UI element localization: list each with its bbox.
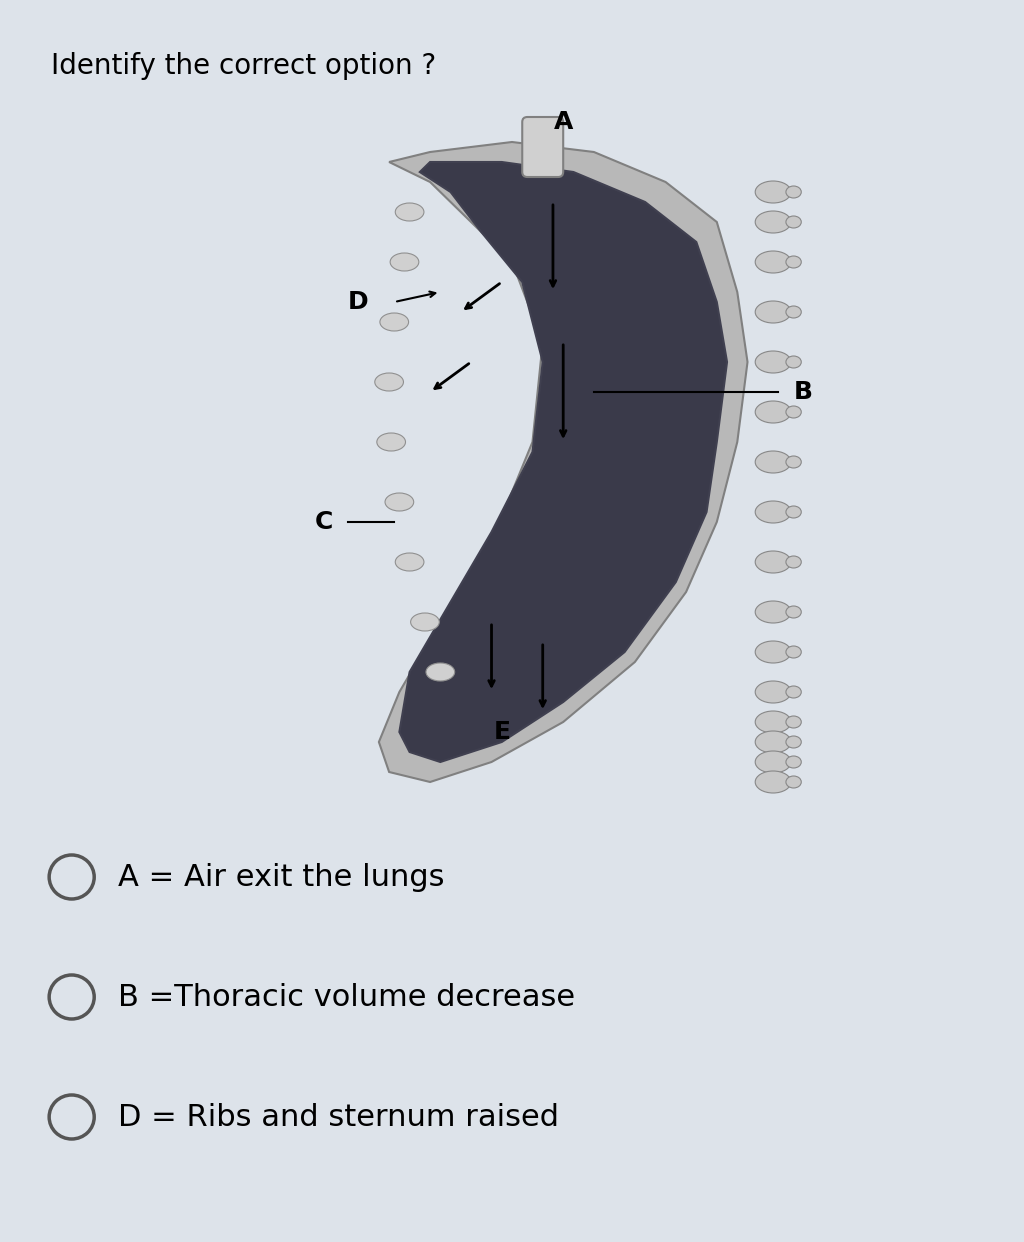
Ellipse shape (786, 186, 801, 197)
Ellipse shape (786, 686, 801, 698)
Ellipse shape (756, 181, 791, 202)
Ellipse shape (786, 715, 801, 728)
Ellipse shape (786, 216, 801, 229)
Text: D: D (348, 289, 369, 314)
Ellipse shape (411, 614, 439, 631)
Ellipse shape (786, 606, 801, 619)
Ellipse shape (756, 551, 791, 573)
Ellipse shape (380, 313, 409, 332)
Ellipse shape (426, 663, 455, 681)
Ellipse shape (786, 776, 801, 787)
PathPatch shape (379, 142, 748, 782)
Ellipse shape (756, 771, 791, 792)
Ellipse shape (756, 710, 791, 733)
Ellipse shape (756, 251, 791, 273)
Ellipse shape (390, 253, 419, 271)
Ellipse shape (395, 202, 424, 221)
Text: D = Ribs and sternum raised: D = Ribs and sternum raised (118, 1103, 559, 1131)
Text: A: A (554, 111, 572, 134)
Text: E: E (494, 720, 510, 744)
Ellipse shape (756, 501, 791, 523)
Ellipse shape (375, 373, 403, 391)
Ellipse shape (756, 681, 791, 703)
Ellipse shape (786, 306, 801, 318)
Text: C: C (314, 510, 333, 534)
Ellipse shape (385, 493, 414, 510)
Ellipse shape (395, 553, 424, 571)
PathPatch shape (399, 161, 727, 763)
Ellipse shape (756, 351, 791, 373)
Ellipse shape (756, 301, 791, 323)
Ellipse shape (786, 406, 801, 419)
Ellipse shape (756, 211, 791, 233)
FancyBboxPatch shape (522, 117, 563, 178)
Ellipse shape (786, 505, 801, 518)
Ellipse shape (786, 756, 801, 768)
Text: Identify the correct option ?: Identify the correct option ? (51, 52, 436, 79)
Text: B: B (794, 380, 813, 404)
Ellipse shape (786, 356, 801, 368)
Ellipse shape (377, 433, 406, 451)
Ellipse shape (756, 451, 791, 473)
Ellipse shape (786, 737, 801, 748)
Ellipse shape (756, 732, 791, 753)
Text: B =Thoracic volume decrease: B =Thoracic volume decrease (118, 982, 574, 1011)
Ellipse shape (756, 641, 791, 663)
Ellipse shape (786, 456, 801, 468)
Ellipse shape (786, 256, 801, 268)
Ellipse shape (786, 556, 801, 568)
Ellipse shape (756, 401, 791, 424)
Ellipse shape (786, 646, 801, 658)
Ellipse shape (756, 601, 791, 623)
Text: A = Air exit the lungs: A = Air exit the lungs (118, 862, 444, 892)
Ellipse shape (756, 751, 791, 773)
